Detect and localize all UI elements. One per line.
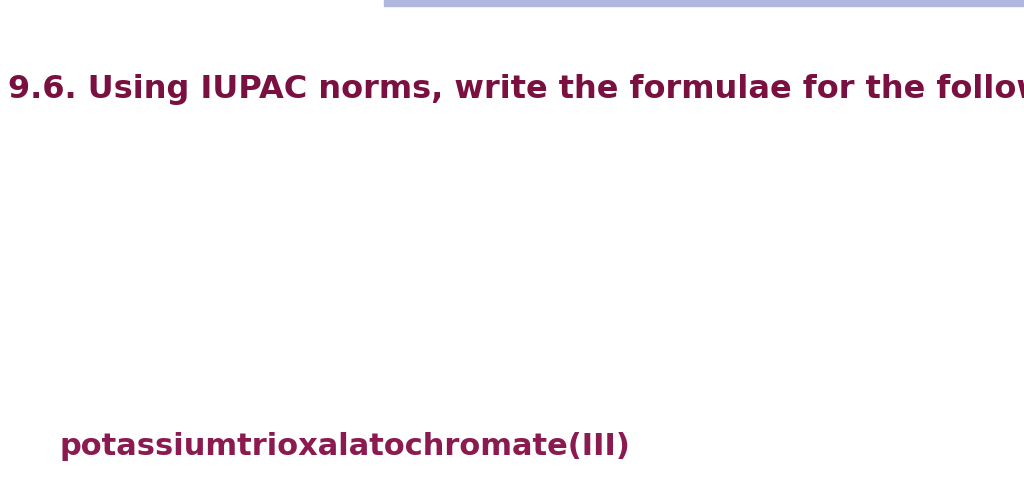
Text: 9.6. Using IUPAC norms, write the formulae for the following: 9.6. Using IUPAC norms, write the formul… [8,74,1024,105]
Bar [384,0,1024,6]
Text: potassiumtrioxalatochromate(III): potassiumtrioxalatochromate(III) [59,432,630,461]
